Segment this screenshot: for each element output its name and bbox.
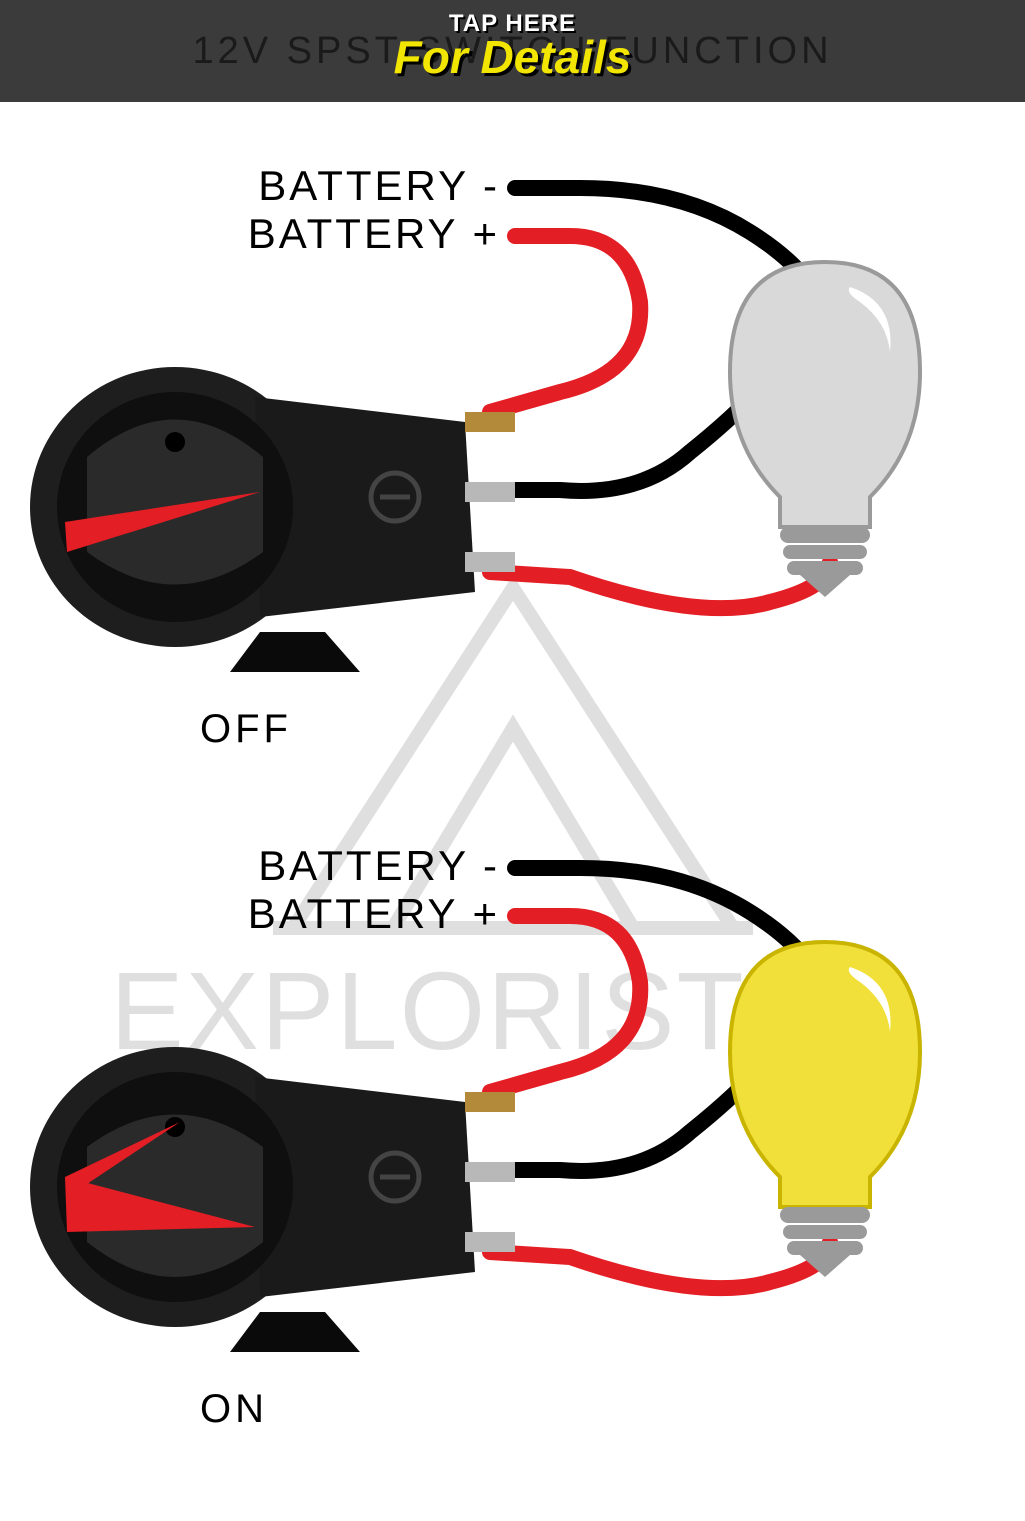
battery-neg-label: BATTERY - — [150, 842, 500, 890]
battery-labels-on: BATTERY - BATTERY + — [150, 842, 500, 939]
diagram-content: EXPLORIST.life BATTERY - BATTERY + — [0, 102, 1025, 1521]
battery-pos-label: BATTERY + — [150, 210, 500, 258]
light-bulb-off — [685, 252, 965, 612]
for-details-text[interactable]: For Details — [394, 30, 632, 84]
battery-pos-label: BATTERY + — [150, 890, 500, 938]
light-bulb-on — [685, 932, 965, 1292]
battery-labels-off: BATTERY - BATTERY + — [150, 162, 500, 259]
battery-neg-label: BATTERY - — [150, 162, 500, 210]
state-label-on: ON — [200, 1387, 268, 1432]
circuit-off: BATTERY - BATTERY + — [0, 142, 1025, 782]
rocker-switch-off — [25, 327, 515, 687]
state-label-off: OFF — [200, 707, 292, 752]
circuit-on: BATTERY - BATTERY + — [0, 822, 1025, 1462]
top-banner: 12V SPST SWITCH FUNCTION TAP HERE For De… — [0, 0, 1025, 102]
rocker-switch-on — [25, 1007, 515, 1367]
